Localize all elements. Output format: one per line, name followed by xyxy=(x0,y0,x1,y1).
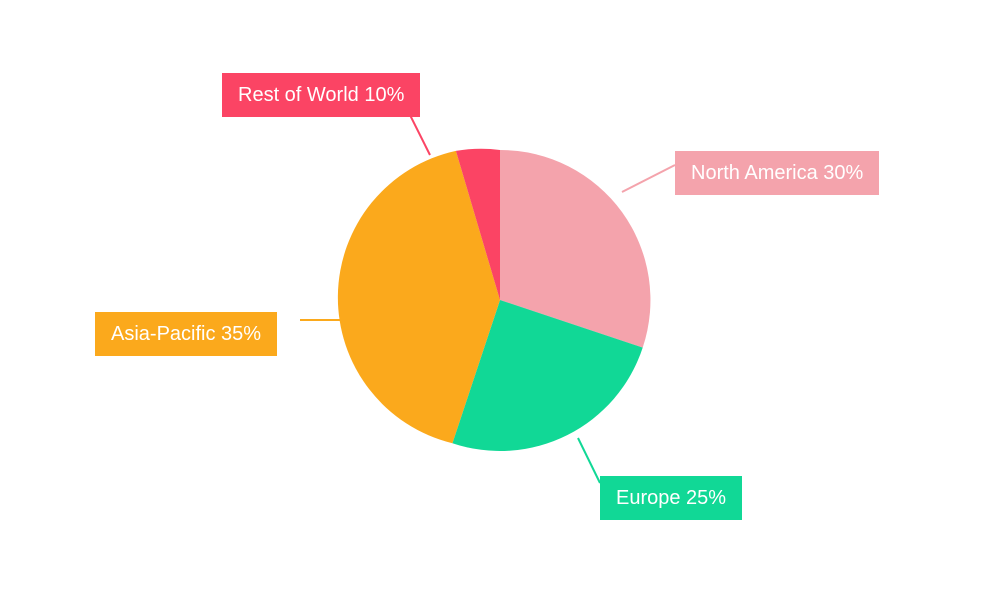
label-text-rest-of-world: Rest of World 10% xyxy=(238,84,404,106)
leader-line-europe xyxy=(578,438,600,483)
pie-chart-svg xyxy=(0,0,1000,600)
label-box-asia-pacific[interactable]: Asia-Pacific 35% xyxy=(95,312,277,356)
label-box-rest-of-world[interactable]: Rest of World 10% xyxy=(222,73,420,117)
leader-line-north-america xyxy=(622,165,675,192)
label-text-north-america: North America 30% xyxy=(691,162,863,184)
pie-chart-container: Rest of World 10% North America 30% Asia… xyxy=(0,0,1000,600)
label-text-europe: Europe 25% xyxy=(616,487,726,509)
label-box-europe[interactable]: Europe 25% xyxy=(600,476,742,520)
label-text-asia-pacific: Asia-Pacific 35% xyxy=(111,323,261,345)
label-box-north-america[interactable]: North America 30% xyxy=(675,151,879,195)
